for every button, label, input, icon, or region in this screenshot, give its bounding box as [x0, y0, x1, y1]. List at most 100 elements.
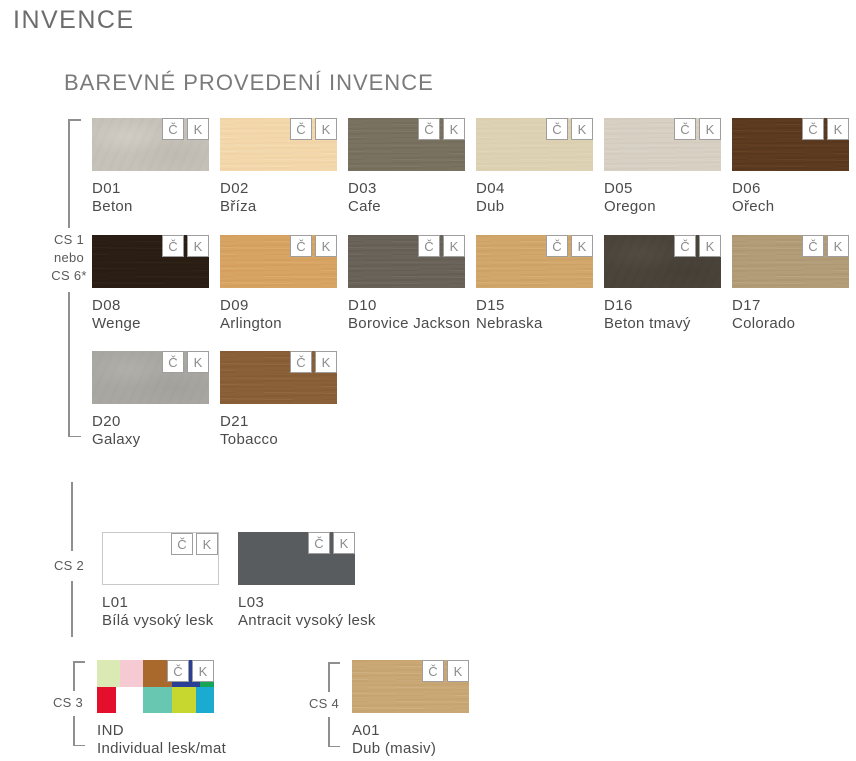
c-badge: Č — [290, 351, 312, 373]
bracket-cs1 — [68, 119, 81, 121]
swatch-code: IND — [97, 722, 125, 739]
swatch-name: Oregon — [604, 198, 656, 215]
mosaic-cell — [171, 686, 197, 713]
c-badge: Č — [167, 660, 189, 682]
group-label-line: nebo — [53, 250, 85, 265]
swatch-name: Ořech — [732, 198, 775, 215]
k-badge: K — [315, 118, 337, 140]
swatch-name: Dub — [476, 198, 505, 215]
group-label-cs1: CS 1 nebo CS 6* — [51, 231, 86, 285]
k-badge: K — [443, 118, 465, 140]
bracket-cs4 — [328, 745, 340, 747]
k-badge: K — [571, 118, 593, 140]
swatch-code: D21 — [220, 413, 249, 430]
swatch-code: D02 — [220, 180, 249, 197]
c-badge: Č — [802, 235, 824, 257]
c-badge: Č — [546, 235, 568, 257]
swatch-code: D08 — [92, 297, 121, 314]
swatch-code: D09 — [220, 297, 249, 314]
bracket-cs3 — [73, 661, 75, 691]
mosaic-cell — [196, 686, 214, 713]
mosaic-cell — [97, 686, 116, 713]
bracket-cs2 — [71, 482, 73, 551]
c-badge: Č — [802, 118, 824, 140]
bracket-cs1 — [68, 292, 70, 437]
swatch-name: Antracit vysoký lesk — [238, 612, 376, 629]
k-badge: K — [315, 235, 337, 257]
k-badge: K — [447, 660, 469, 682]
swatch-code: D01 — [92, 180, 121, 197]
c-badge: Č — [162, 351, 184, 373]
mosaic-row — [97, 686, 214, 713]
bracket-cs2 — [71, 581, 73, 637]
c-badge: Č — [674, 118, 696, 140]
swatch-code: L01 — [102, 594, 129, 611]
c-badge: Č — [418, 118, 440, 140]
swatch-name: Bříza — [220, 198, 257, 215]
c-badge: Č — [290, 118, 312, 140]
group-label-cs2: CS 2 — [54, 557, 84, 575]
swatch-code: D10 — [348, 297, 377, 314]
swatch-code: D03 — [348, 180, 377, 197]
c-badge: Č — [162, 118, 184, 140]
swatch-name: Bílá vysoký lesk — [102, 612, 214, 629]
bracket-cs4 — [328, 717, 330, 747]
swatch-code: A01 — [352, 722, 380, 739]
c-badge: Č — [674, 235, 696, 257]
bracket-cs4 — [328, 662, 330, 692]
swatch-code: D05 — [604, 180, 633, 197]
group-label-line: CS 6* — [51, 268, 87, 283]
swatch-name: Colorado — [732, 315, 796, 332]
swatch-name: Tobacco — [220, 431, 278, 448]
bracket-cs1 — [68, 435, 81, 437]
swatch-name: Beton — [92, 198, 133, 215]
k-badge: K — [443, 235, 465, 257]
mosaic-cell — [142, 686, 172, 713]
swatch-code: D04 — [476, 180, 505, 197]
c-badge: Č — [418, 235, 440, 257]
c-badge: Č — [308, 532, 330, 554]
k-badge: K — [187, 235, 209, 257]
swatch-code: L03 — [238, 594, 265, 611]
k-badge: K — [827, 235, 849, 257]
k-badge: K — [333, 532, 355, 554]
k-badge: K — [192, 660, 214, 682]
bracket-cs3 — [73, 744, 85, 746]
mosaic-cell — [120, 660, 143, 687]
section-title: BAREVNÉ PROVEDENÍ INVENCE — [64, 70, 434, 95]
bracket-cs4 — [328, 662, 340, 664]
c-badge: Č — [162, 235, 184, 257]
c-badge: Č — [422, 660, 444, 682]
c-badge: Č — [546, 118, 568, 140]
bracket-cs3 — [73, 716, 75, 746]
c-badge: Č — [171, 533, 193, 555]
k-badge: K — [187, 118, 209, 140]
group-label-line: CS 1 — [53, 232, 85, 247]
k-badge: K — [187, 351, 209, 373]
k-badge: K — [699, 235, 721, 257]
group-label-line: CS 2 — [53, 558, 85, 573]
group-label-cs3: CS 3 — [53, 694, 83, 712]
page-title: INVENCE — [13, 6, 135, 34]
swatch-code: D17 — [732, 297, 761, 314]
swatch-name: Galaxy — [92, 431, 141, 448]
c-badge: Č — [290, 235, 312, 257]
swatch-name: Cafe — [348, 198, 381, 215]
